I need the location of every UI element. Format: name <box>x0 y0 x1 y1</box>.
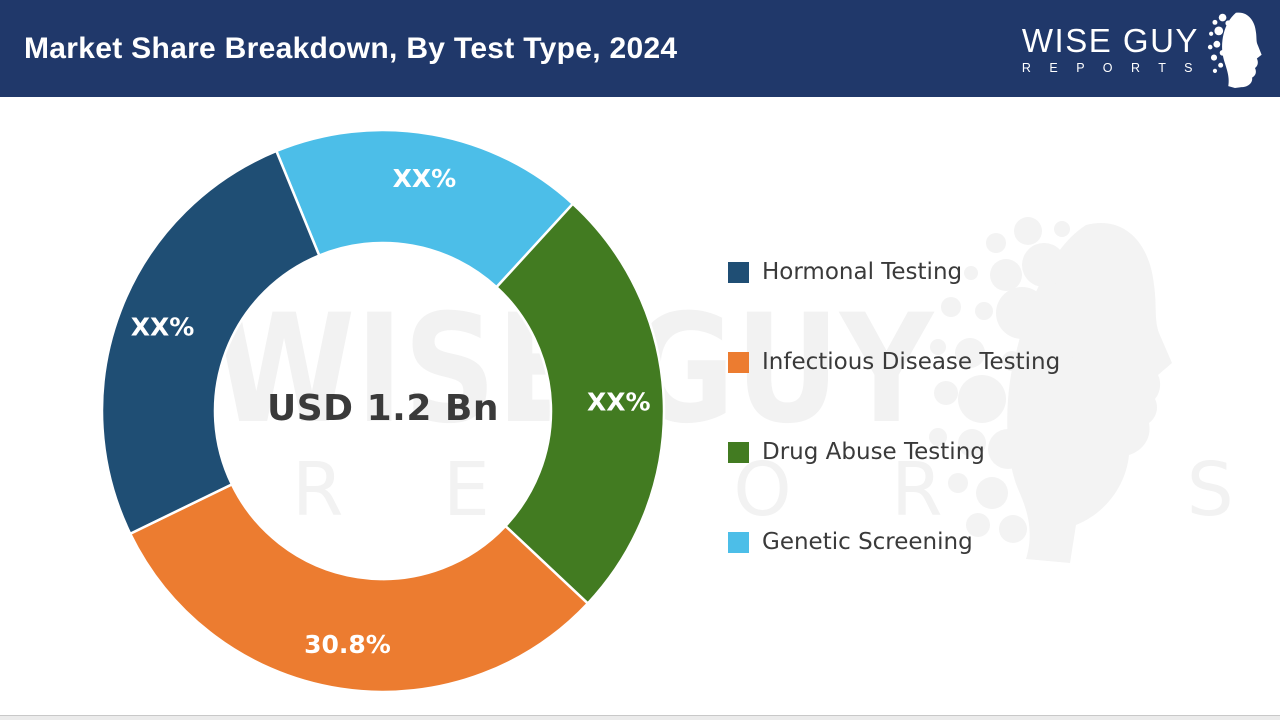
bottom-divider <box>0 715 1280 720</box>
logo-text: WISE GUY R E P O R T S <box>1021 22 1200 75</box>
legend-swatch <box>728 531 749 553</box>
chart-area: WISE GUY R E P O R T S XX% XX% 30.8% XX% US… <box>0 97 1280 716</box>
donut-segment-genetic-screening <box>275 128 575 289</box>
legend-label: Infectious Disease Testing <box>762 349 1061 375</box>
donut-chart: XX% XX% 30.8% XX% <box>100 128 666 694</box>
legend-label: Hormonal Testing <box>762 259 963 285</box>
legend-item-hormonal-testing: Hormonal Testing <box>728 258 1060 286</box>
legend-label: Drug Abuse Testing <box>762 439 985 465</box>
donut-segment-drug-abuse-testing <box>495 202 666 605</box>
donut-center-value: USD 1.2 Bn <box>267 388 499 429</box>
legend-swatch <box>728 441 749 463</box>
donut-segment-infectious-disease-testing <box>128 483 590 694</box>
legend-item-genetic-screening: Genetic Screening <box>728 528 1060 556</box>
donut-segment-label: XX% <box>587 388 651 417</box>
logo-subtext: R E P O R T S <box>1021 60 1200 75</box>
legend-swatch <box>728 261 749 283</box>
watermark-face <box>929 217 1172 563</box>
legend-item-drug-abuse-testing: Drug Abuse Testing <box>728 438 1060 466</box>
legend-swatch <box>728 351 749 373</box>
logo-face-icon <box>1207 12 1262 89</box>
page-title: Market Share Breakdown, By Test Type, 20… <box>24 32 678 65</box>
donut-segment-label: 30.8% <box>304 630 391 659</box>
logo-wordmark: WISE GUY <box>1021 22 1199 60</box>
donut-segment-label: XX% <box>131 312 195 341</box>
donut-segment-label: XX% <box>393 164 457 193</box>
legend: Hormonal Testing Infectious Disease Test… <box>728 258 1060 556</box>
legend-item-infectious-disease-testing: Infectious Disease Testing <box>728 348 1060 376</box>
wise-guy-logo: WISE GUY R E P O R T S <box>1022 9 1266 89</box>
donut-segment-hormonal-testing <box>100 149 321 535</box>
legend-label: Genetic Screening <box>762 529 973 555</box>
header-bar: Market Share Breakdown, By Test Type, 20… <box>0 0 1280 97</box>
